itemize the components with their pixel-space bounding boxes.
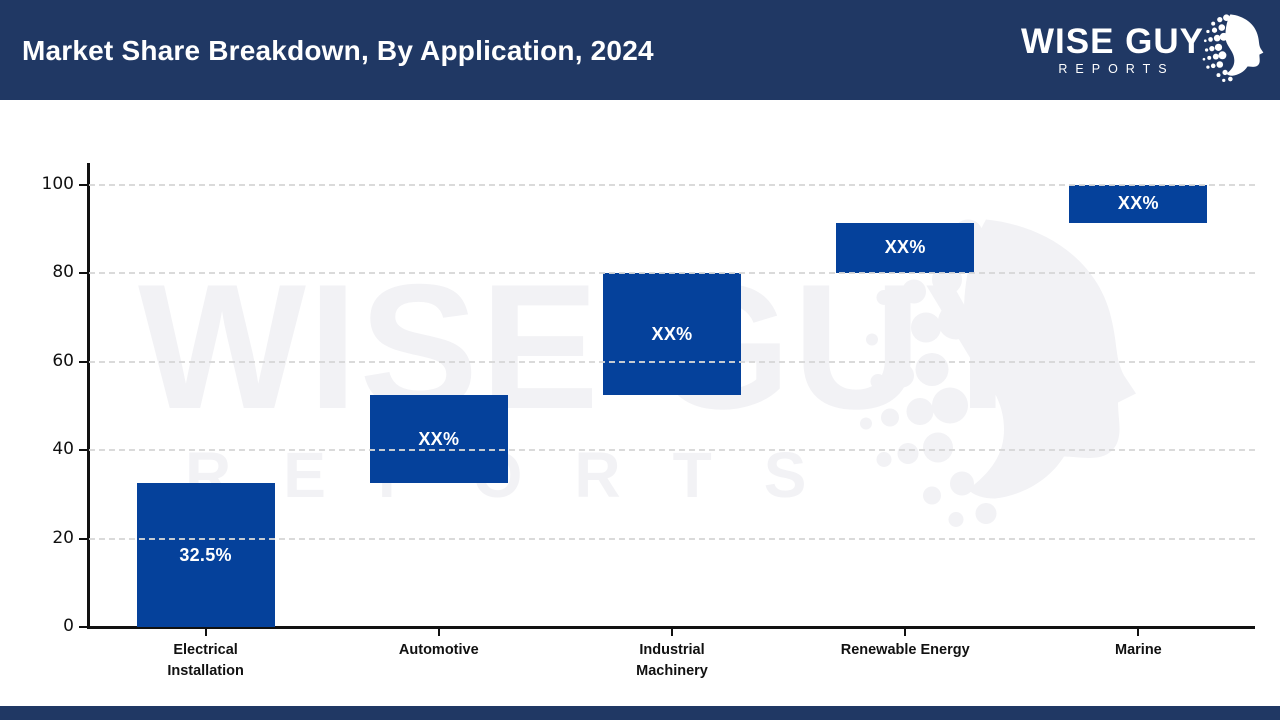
gridline	[89, 360, 1255, 363]
footer-bar	[0, 706, 1280, 720]
y-tick-mark	[79, 626, 87, 628]
y-tick-label: 60	[52, 350, 74, 371]
wise-guy-logo: WISE GUY REPORTS	[1021, 14, 1266, 86]
y-tick-mark	[79, 184, 87, 186]
bar-value-label: 32.5%	[179, 544, 232, 565]
y-tick-mark	[79, 449, 87, 452]
x-category-label: Industrial Machinery	[636, 642, 708, 680]
bar-value-label: XX%	[1117, 193, 1159, 214]
logo-subtitle: REPORTS	[1058, 62, 1175, 76]
y-axis-line	[87, 163, 90, 629]
bar-value-label: XX%	[884, 237, 926, 258]
logo-text: WISE GUY REPORTS	[1021, 24, 1204, 76]
bar-value-label: XX%	[418, 428, 460, 449]
y-tick-label: 0	[63, 616, 74, 636]
y-tick-label: 40	[52, 439, 74, 460]
bar: XX%	[603, 273, 741, 395]
x-category-label: Marine	[1115, 642, 1162, 658]
y-tick-label: 100	[41, 174, 74, 194]
gridline	[89, 537, 1255, 540]
y-tick-label: 20	[52, 527, 74, 548]
x-tick-mark	[437, 628, 440, 636]
bar-value-label: XX%	[651, 323, 693, 344]
wise-guy-head-icon	[1202, 14, 1264, 82]
gridline	[89, 184, 1255, 186]
x-axis-line	[87, 626, 1255, 629]
header-bar: Market Share Breakdown, By Application, …	[0, 0, 1280, 100]
bar: XX%	[1069, 185, 1208, 223]
gridline	[89, 272, 1255, 275]
gridline	[89, 449, 1255, 452]
watermark-text: WISE GUY	[138, 247, 1045, 446]
bar: 32.5%	[136, 483, 275, 627]
x-tick-mark	[904, 628, 907, 636]
x-tick-mark	[204, 628, 207, 636]
y-tick-mark	[79, 360, 87, 363]
bar: XX%	[836, 222, 975, 274]
page-title: Market Share Breakdown, By Application, …	[22, 35, 654, 66]
x-category-label: Electrical Installation	[167, 642, 244, 680]
x-category-label: Automotive	[398, 642, 479, 658]
x-category-label: Renewable Energy	[840, 642, 970, 658]
x-tick-mark	[671, 628, 673, 636]
y-tick-mark	[79, 272, 87, 275]
y-tick-mark	[79, 537, 87, 540]
logo-name: WISE GUY	[1020, 22, 1204, 61]
x-tick-mark	[1137, 628, 1140, 636]
y-tick-label: 80	[52, 262, 74, 283]
bar: XX%	[369, 394, 508, 484]
